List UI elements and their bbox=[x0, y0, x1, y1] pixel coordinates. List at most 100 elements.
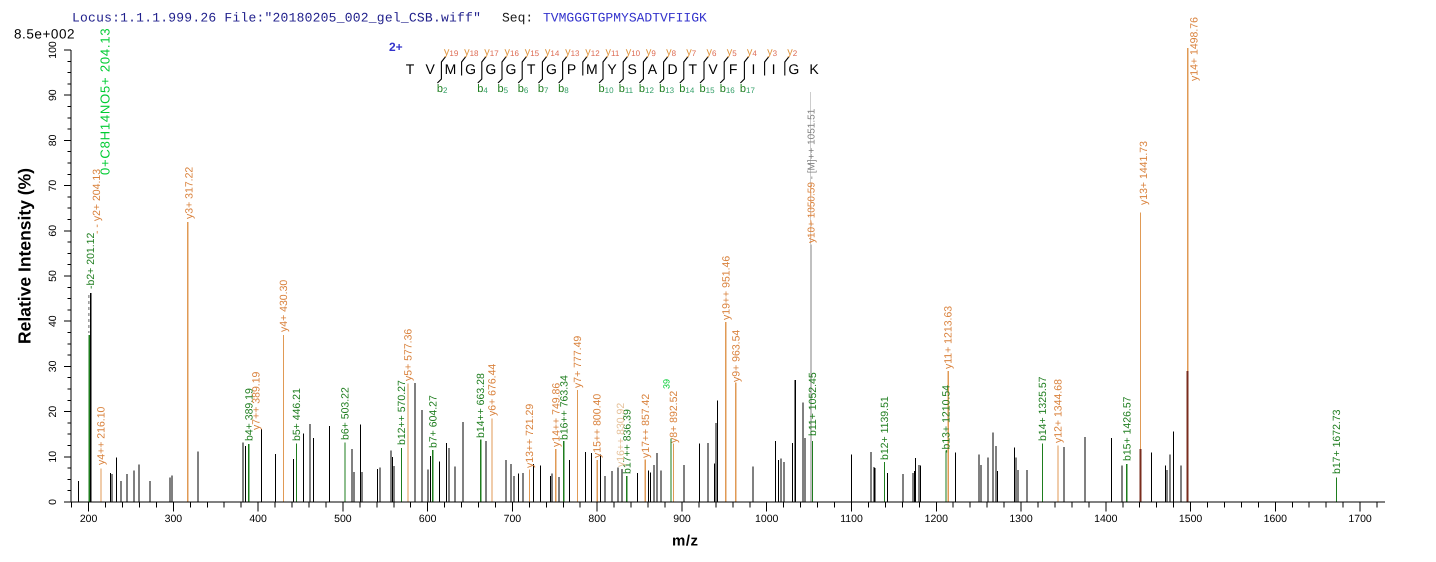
svg-text:b14+ 1325.57: b14+ 1325.57 bbox=[1037, 376, 1049, 441]
svg-text:y14+ 1498.76: y14+ 1498.76 bbox=[1189, 17, 1201, 81]
svg-text:b17++ 836.39: b17++ 836.39 bbox=[621, 409, 633, 474]
svg-text:y3: y3 bbox=[767, 46, 778, 58]
svg-text:I: I bbox=[772, 61, 776, 77]
svg-text:80: 80 bbox=[47, 134, 59, 146]
svg-text:b5+ 446.21: b5+ 446.21 bbox=[291, 388, 303, 441]
svg-text:y5: y5 bbox=[727, 46, 738, 58]
svg-text:1700: 1700 bbox=[1348, 513, 1372, 525]
svg-text:y16++ 830.92: y16++ 830.92 bbox=[615, 403, 627, 467]
svg-text:y6: y6 bbox=[707, 46, 718, 58]
svg-text:y8+ 892.52: y8+ 892.52 bbox=[668, 391, 680, 443]
svg-text:y19: y19 bbox=[444, 46, 459, 58]
svg-text:900: 900 bbox=[673, 513, 691, 525]
svg-text:b12+ 1139.51: b12+ 1139.51 bbox=[879, 396, 891, 460]
svg-text:I: I bbox=[751, 61, 755, 77]
svg-text:y18: y18 bbox=[464, 46, 479, 58]
svg-text:A: A bbox=[648, 61, 658, 77]
svg-text:1500: 1500 bbox=[1179, 513, 1203, 525]
svg-text:800: 800 bbox=[588, 513, 606, 525]
svg-text:b11: b11 bbox=[619, 83, 634, 95]
svg-text:Locus:1.1.1.999.26 File:"20180: Locus:1.1.1.999.26 File:"20180205_002_ge… bbox=[72, 11, 481, 26]
svg-text:b17: b17 bbox=[740, 83, 756, 95]
svg-text:y10+ 1050.59 - [M]++ 1051.51: y10+ 1050.59 - [M]++ 1051.51 bbox=[806, 108, 817, 243]
svg-text:y19++ 951.46: y19++ 951.46 bbox=[720, 256, 732, 320]
svg-text:K: K bbox=[809, 61, 819, 77]
svg-text:90: 90 bbox=[47, 89, 59, 101]
svg-text:y6+ 676.44: y6+ 676.44 bbox=[487, 364, 499, 416]
svg-text:y9+ 963.54: y9+ 963.54 bbox=[730, 330, 742, 382]
svg-text:20: 20 bbox=[47, 406, 59, 418]
svg-text:G: G bbox=[485, 61, 496, 77]
svg-text:D: D bbox=[668, 61, 678, 77]
svg-text:Seq:: Seq: bbox=[502, 11, 533, 26]
svg-text:b12: b12 bbox=[639, 83, 655, 95]
svg-text:M: M bbox=[445, 61, 457, 77]
svg-text:-b2+ 201.12: -b2+ 201.12 bbox=[85, 232, 97, 289]
svg-text:y7+ 777.49: y7+ 777.49 bbox=[572, 336, 584, 388]
svg-text:y4++ 216.10: y4++ 216.10 bbox=[96, 406, 108, 465]
svg-text:b6: b6 bbox=[518, 83, 529, 95]
svg-text:b11+ 1052.45: b11+ 1052.45 bbox=[807, 372, 819, 436]
svg-text:S: S bbox=[628, 61, 637, 77]
svg-text:V: V bbox=[426, 61, 436, 77]
svg-text:400: 400 bbox=[249, 513, 267, 525]
svg-text:700: 700 bbox=[504, 513, 522, 525]
svg-text:b10: b10 bbox=[599, 83, 615, 95]
svg-text:b14++ 663.28: b14++ 663.28 bbox=[475, 373, 487, 438]
svg-text:y7++ 389.19: y7++ 389.19 bbox=[250, 371, 262, 430]
svg-text:b14: b14 bbox=[679, 83, 695, 95]
svg-text:b4+ 389.19: b4+ 389.19 bbox=[243, 388, 255, 441]
svg-text:- - y2+ 204.13: - - y2+ 204.13 bbox=[91, 169, 103, 234]
svg-text:b17+ 1672.73: b17+ 1672.73 bbox=[1331, 409, 1343, 474]
svg-text:T: T bbox=[689, 61, 698, 77]
svg-text:V: V bbox=[708, 61, 718, 77]
svg-text:y4+ 430.30: y4+ 430.30 bbox=[278, 280, 290, 332]
svg-text:-b13+ 1210.54: -b13+ 1210.54 bbox=[941, 385, 953, 453]
svg-text:Relative Intensity (%): Relative Intensity (%) bbox=[15, 168, 35, 344]
svg-text:b15: b15 bbox=[700, 83, 716, 95]
svg-text:G: G bbox=[788, 61, 799, 77]
svg-text:P: P bbox=[567, 61, 576, 77]
svg-text:y12+ 1344.68: y12+ 1344.68 bbox=[1053, 379, 1065, 443]
svg-text:b2: b2 bbox=[437, 83, 448, 95]
svg-text:1400: 1400 bbox=[1094, 513, 1118, 525]
svg-text:600: 600 bbox=[419, 513, 437, 525]
svg-text:b16++ 763.34: b16++ 763.34 bbox=[558, 375, 570, 440]
svg-text:500: 500 bbox=[334, 513, 352, 525]
svg-text:y17: y17 bbox=[484, 46, 499, 58]
svg-text:y16: y16 bbox=[505, 46, 520, 58]
svg-text:b5: b5 bbox=[498, 83, 509, 95]
svg-text:y17++ 857.42: y17++ 857.42 bbox=[640, 394, 652, 458]
svg-text:10: 10 bbox=[47, 451, 59, 463]
svg-text:y10: y10 bbox=[626, 46, 641, 58]
svg-text:b16: b16 bbox=[720, 83, 736, 95]
svg-text:1300: 1300 bbox=[1009, 513, 1033, 525]
svg-text:b4: b4 bbox=[477, 83, 488, 95]
svg-text:1200: 1200 bbox=[925, 513, 949, 525]
svg-text:y12: y12 bbox=[585, 46, 600, 58]
svg-text:200: 200 bbox=[80, 513, 98, 525]
svg-text:0: 0 bbox=[47, 499, 59, 505]
svg-text:50: 50 bbox=[47, 270, 59, 282]
svg-text:y14: y14 bbox=[545, 46, 560, 58]
svg-text:1600: 1600 bbox=[1264, 513, 1288, 525]
svg-text:100: 100 bbox=[47, 41, 59, 59]
svg-text:y14++ 749.86: y14++ 749.86 bbox=[550, 383, 562, 447]
svg-text:40: 40 bbox=[47, 315, 59, 327]
svg-text:y15: y15 bbox=[525, 46, 540, 58]
svg-text:y9: y9 bbox=[646, 46, 657, 58]
svg-text:b13: b13 bbox=[659, 83, 675, 95]
svg-text:F: F bbox=[729, 61, 738, 77]
svg-text:30: 30 bbox=[47, 360, 59, 372]
svg-text:1100: 1100 bbox=[840, 513, 863, 525]
svg-text:y8: y8 bbox=[666, 46, 677, 58]
svg-text:y11: y11 bbox=[606, 46, 620, 58]
svg-text:1000: 1000 bbox=[755, 513, 779, 525]
svg-text:G: G bbox=[465, 61, 476, 77]
svg-text:y5+ 577.36: y5+ 577.36 bbox=[403, 329, 415, 381]
svg-text:y4: y4 bbox=[747, 46, 758, 58]
svg-text:G: G bbox=[546, 61, 557, 77]
svg-text:T: T bbox=[406, 61, 415, 77]
svg-text:b7: b7 bbox=[538, 83, 549, 95]
svg-text:b6+ 503.22: b6+ 503.22 bbox=[340, 387, 352, 440]
